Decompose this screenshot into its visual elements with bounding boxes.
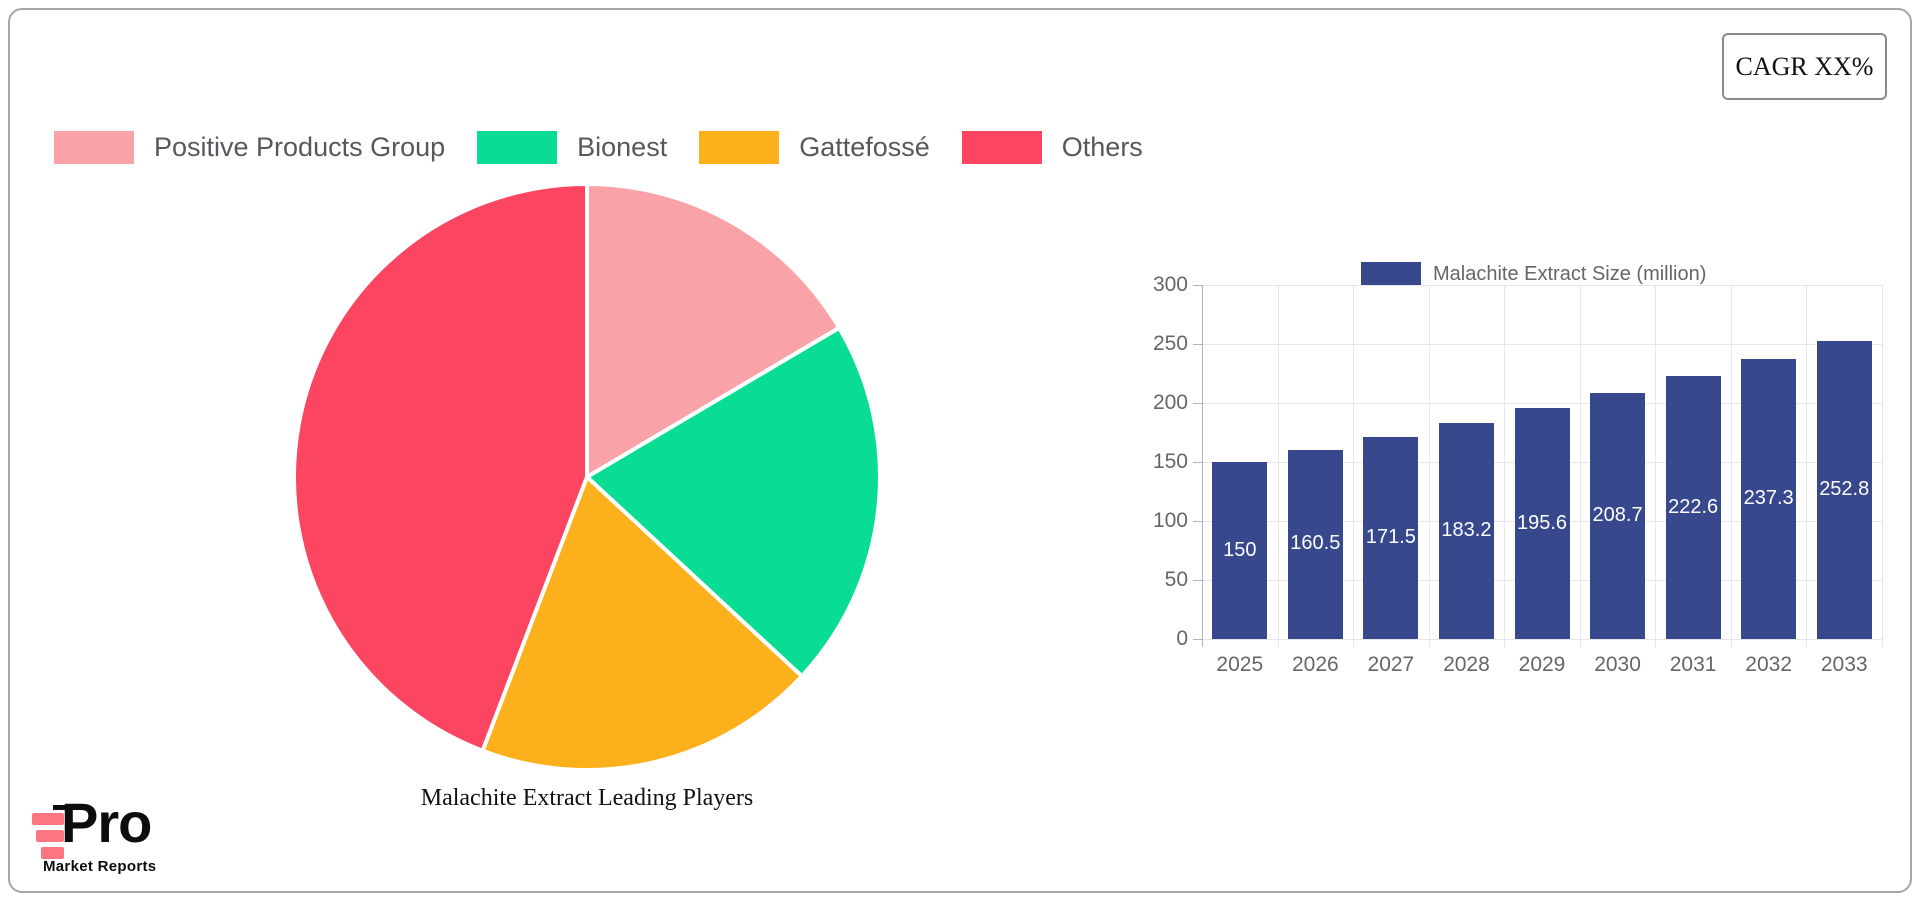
legend-swatch-others [961, 131, 1042, 164]
x-axis-label-2025: 2025 [1216, 653, 1264, 676]
bar-legend-swatch [1361, 262, 1421, 285]
legend-item-gattefoss: Gattefossé [699, 131, 930, 164]
bar-2029 [1514, 408, 1570, 639]
x-axis-label-2030: 2030 [1594, 653, 1641, 676]
outer-frame [8, 8, 1912, 893]
y-axis-label-200: 200 [1152, 391, 1188, 414]
x-axis-label-2027: 2027 [1367, 653, 1415, 676]
x-axis-label-2032: 2032 [1745, 653, 1793, 676]
legend-swatch-positive-products-group [54, 131, 134, 164]
legend-item-bionest: Bionest [477, 131, 667, 164]
pie-chart [292, 182, 882, 772]
tick-y-300 [1193, 285, 1202, 286]
bar-2031 [1665, 376, 1721, 639]
tick-y-250 [1193, 344, 1202, 345]
y-axis-label-0: 0 [1176, 627, 1188, 650]
x-axis-label-2029: 2029 [1518, 653, 1566, 676]
bar-value-2025: 150 [1223, 538, 1257, 561]
bar-2026 [1287, 449, 1343, 639]
pie-slice-positive-products-group [585, 182, 842, 479]
bar-2032 [1741, 358, 1797, 639]
pie-chart-title: Malachite Extract Leading Players [420, 785, 754, 811]
bar-legend-label: Malachite Extract Size (million) [1433, 263, 1707, 285]
gridline-x-8 [1806, 285, 1808, 647]
bar-value-2027: 171.5 [1365, 525, 1416, 548]
bar-value-2030: 208.7 [1592, 503, 1643, 526]
legend-label-bionest: Bionest [577, 132, 668, 162]
bar-value-2031: 222.6 [1668, 495, 1719, 518]
pie-slice-others [292, 182, 589, 753]
x-axis-label-2028: 2028 [1443, 653, 1490, 676]
pie-legend: Positive Products Group Bionest Gattefossé… [54, 131, 1143, 164]
gridline-x-4 [1504, 285, 1506, 647]
gridline-y-0 [1202, 639, 1882, 640]
x-axis-label-2033: 2033 [1820, 653, 1868, 676]
bar-2027 [1363, 436, 1419, 639]
legend-label-positive-products-group: Positive Products Group [154, 132, 446, 162]
legend-item-others: Others [961, 131, 1143, 164]
cagr-badge: CAGR XX% [1722, 33, 1887, 100]
pie-slice-gattefoss [480, 475, 804, 772]
gridline-y-300 [1202, 285, 1882, 286]
gridline-x-6 [1655, 285, 1657, 647]
gridline-x-1 [1277, 285, 1279, 647]
gridline-x-7 [1730, 285, 1732, 647]
gridline-x-9 [1882, 285, 1883, 647]
gridline-x-3 [1428, 285, 1430, 647]
tick-y-0 [1193, 639, 1202, 640]
gridline-y-200 [1202, 403, 1882, 404]
legend-swatch-bionest [477, 131, 558, 164]
bar-2030 [1590, 392, 1646, 639]
bar-value-2029: 195.6 [1516, 511, 1568, 534]
x-axis-label-2031: 2031 [1669, 653, 1717, 676]
bar-value-2026: 160.5 [1290, 532, 1341, 555]
y-axis-label-250: 250 [1152, 332, 1188, 355]
tick-y-50 [1193, 580, 1202, 581]
bar-value-2032: 237.3 [1743, 486, 1794, 509]
x-axis-label-2026: 2026 [1291, 653, 1339, 676]
legend-swatch-gattefoss [699, 131, 780, 164]
y-axis-label-300: 300 [1152, 273, 1188, 296]
legend-label-others: Others [1061, 132, 1143, 162]
y-axis-line [1202, 285, 1203, 647]
y-axis-label-50: 50 [1164, 568, 1188, 591]
bar-value-2033: 252.8 [1819, 477, 1870, 500]
y-axis-label-150: 150 [1152, 450, 1188, 473]
gridline-x-2 [1353, 285, 1355, 647]
tick-y-100 [1193, 521, 1202, 522]
bar-2033 [1816, 340, 1872, 639]
tick-y-200 [1193, 403, 1202, 404]
bar-value-2028: 183.2 [1441, 518, 1492, 541]
legend-item-positive-products-group: Positive Products Group [54, 131, 445, 164]
bar-2028 [1438, 422, 1494, 639]
legend-label-gattefoss: Gattefossé [799, 132, 930, 162]
y-axis-label-100: 100 [1152, 509, 1188, 532]
tick-y-150 [1193, 462, 1202, 463]
pie-slice-bionest [585, 325, 882, 679]
bar-2025 [1212, 462, 1268, 639]
gridline-x-5 [1579, 285, 1581, 647]
gridline-y-250 [1202, 344, 1882, 345]
